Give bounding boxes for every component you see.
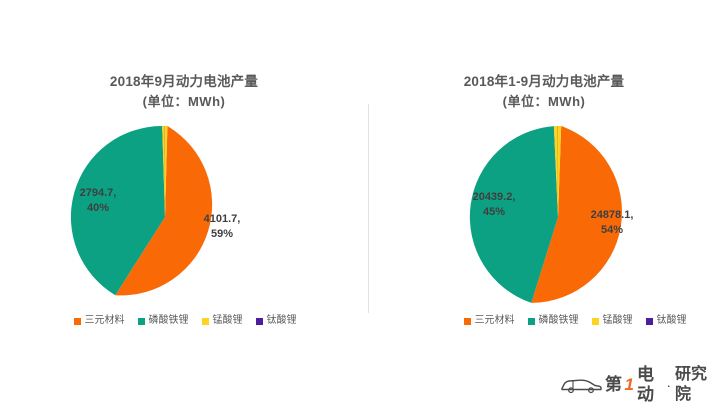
legend-label-mengsuanli: 锰酸锂: [212, 315, 243, 326]
pie-right-svg: [469, 125, 622, 303]
pie-right-slice-mengsuanli[interactable]: [553, 126, 562, 217]
chart-panel-left: 2018年9月动力电池产量 (单位：MWh) 2794.7, 40% 4101.…: [0, 72, 368, 327]
chart-panel-right: 2018年1-9月动力电池产量 (单位：MWh): [368, 0, 720, 405]
legend-item-mengsuanli[interactable]: 锰酸锂: [201, 315, 243, 327]
logo-brand-one: 1: [624, 375, 634, 394]
legend-label-sanyuan: 三元材料: [84, 315, 125, 326]
legend-swatch-icon-taisuanli: [255, 317, 263, 325]
pie-left-slice-mengsuanli[interactable]: [162, 125, 168, 217]
legend-swatch-icon-sanyuan: [73, 317, 81, 325]
legend-left: 三元材料 磷酸铁锂 锰酸锂 钛酸锂: [40, 315, 330, 327]
legend-item-linsuantieli[interactable]: 磷酸铁锂: [137, 315, 189, 327]
chart-title-left: 2018年9月动力电池产量 (单位：MWh): [0, 72, 368, 112]
pie-right-slice-sanyuan[interactable]: [531, 126, 622, 303]
legend-swatch-icon-linsuantieli: [137, 317, 145, 325]
chart-title-right-line2: (单位：MWh): [502, 94, 586, 109]
legend-item-taisuanli[interactable]: 钛酸锂: [255, 315, 297, 327]
legend-item-sanyuan-right[interactable]: 三元材料: [463, 315, 515, 327]
site-logo: 第 1 电动 · 研究院: [560, 365, 712, 404]
chart-title-right-line1: 2018年1-9月动力电池产量: [463, 74, 625, 89]
car-outline-icon: [561, 379, 602, 394]
panel-divider: [368, 104, 369, 313]
legend-swatch-icon-taisuanli-right: [645, 317, 653, 325]
logo-subtitle: 研究院: [675, 366, 708, 403]
legend-label-sanyuan-right: 三元材料: [474, 315, 515, 326]
pie-left-svg: [70, 125, 213, 296]
chart-title-right: 2018年1-9月动力电池产量 (单位：MWh): [368, 72, 720, 112]
logo-brand-first: 第: [605, 375, 622, 394]
logo-separator: ·: [666, 377, 672, 393]
pie-left-slice-linsuantieli[interactable]: [70, 126, 165, 296]
legend-label-taisuanli-right: 钛酸锂: [656, 315, 687, 326]
legend-label-linsuantieli: 磷酸铁锂: [148, 315, 189, 326]
legend-right: 三元材料 磷酸铁锂 锰酸锂 钛酸锂: [430, 315, 720, 327]
logo-brand-rest: 电动: [636, 365, 654, 404]
legend-swatch-icon-linsuantieli-right: [527, 317, 535, 325]
legend-item-taisuanli-right[interactable]: 钛酸锂: [645, 315, 687, 327]
legend-item-mengsuanli-right[interactable]: 锰酸锂: [591, 315, 633, 327]
legend-item-linsuantieli-right[interactable]: 磷酸铁锂: [527, 315, 579, 327]
chart-title-left-line2: (单位：MWh): [142, 94, 226, 109]
legend-label-linsuantieli-right: 磷酸铁锂: [538, 315, 579, 326]
legend-label-mengsuanli-right: 锰酸锂: [602, 315, 633, 326]
legend-swatch-icon-sanyuan-right: [463, 317, 471, 325]
chart-title-left-line1: 2018年9月动力电池产量: [109, 74, 259, 89]
legend-swatch-icon-mengsuanli: [201, 317, 209, 325]
legend-label-taisuanli: 钛酸锂: [266, 315, 297, 326]
legend-item-sanyuan[interactable]: 三元材料: [73, 315, 125, 327]
pie-right-slice-linsuantieli[interactable]: [469, 126, 558, 303]
pie-chart-right: [463, 125, 653, 308]
pie-left-slice-sanyuan[interactable]: [115, 126, 213, 296]
pie-chart-left: [70, 125, 260, 308]
legend-swatch-icon-mengsuanli-right: [591, 317, 599, 325]
